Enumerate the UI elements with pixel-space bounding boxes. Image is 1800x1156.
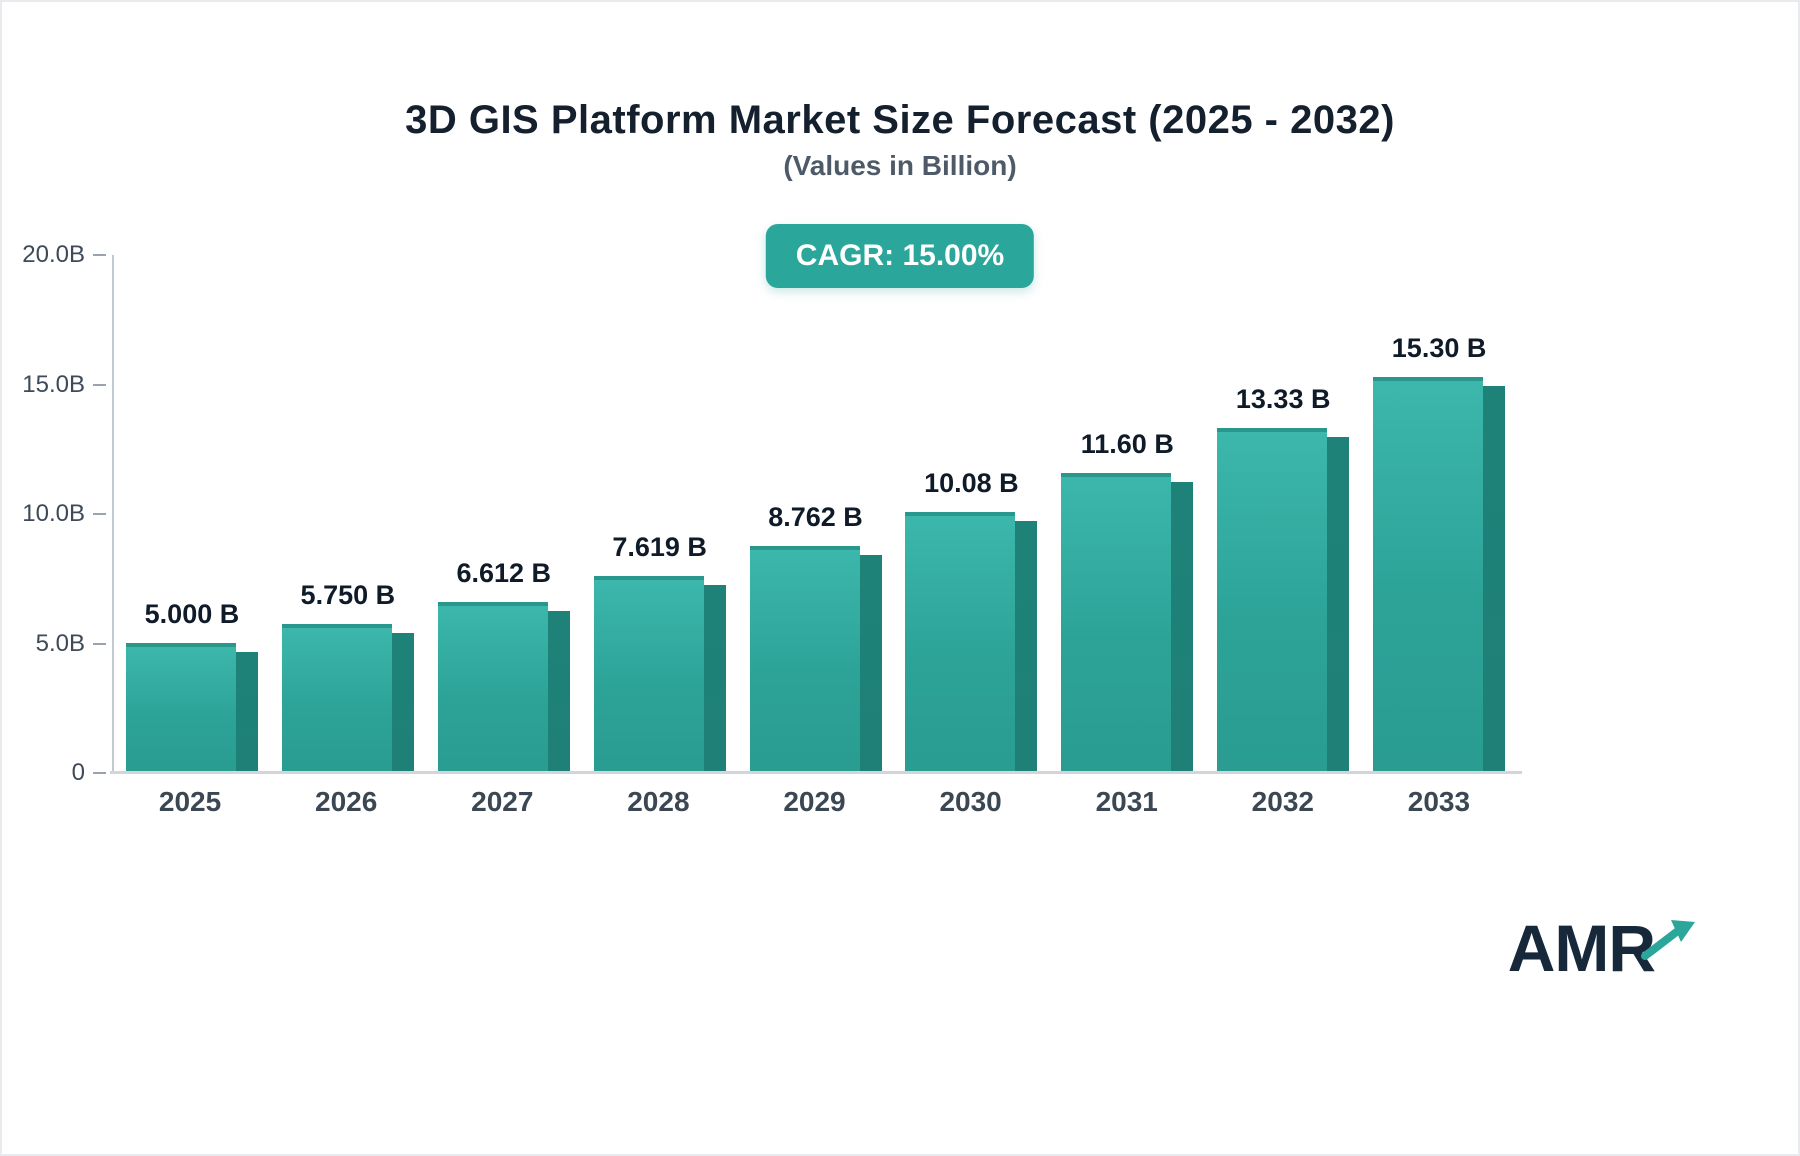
bar bbox=[1061, 473, 1194, 773]
y-tick-label: 20.0B bbox=[22, 241, 85, 268]
bar-front-face bbox=[1061, 473, 1172, 773]
x-axis-label: 2026 bbox=[315, 786, 378, 817]
bar-group: 10.08 B bbox=[893, 468, 1049, 773]
bars-row: 5.000 B 5.750 B 6.612 B 7.619 B 8.762 B 10.08… bbox=[114, 255, 1517, 773]
bar bbox=[281, 624, 414, 773]
x-axis-labels: 2025 2026 2027 2028 2029 2030 2031 2032 2033 bbox=[112, 786, 1517, 818]
bar-value-label: 8.762 B bbox=[768, 502, 863, 532]
y-tick-mark bbox=[93, 642, 106, 645]
bar-value-label: 5.000 B bbox=[144, 599, 240, 629]
amr-logo-text: AMR bbox=[1507, 911, 1656, 985]
x-axis-label: 2032 bbox=[1251, 786, 1314, 817]
x-axis-label: 2025 bbox=[158, 786, 222, 817]
bar-side-face bbox=[1015, 521, 1038, 773]
bar-value-label: 10.08 B bbox=[924, 468, 1019, 498]
bar-group: 13.33 B bbox=[1205, 384, 1361, 773]
y-tick-label: 5.0B bbox=[35, 629, 85, 657]
bar-group: 6.612 B bbox=[426, 558, 582, 773]
bar-value-label: 11.60 B bbox=[1080, 429, 1174, 459]
bar-front-face bbox=[749, 546, 860, 773]
chart-subtitle: (Values in Billion) bbox=[783, 150, 1017, 181]
x-axis-label: 2030 bbox=[939, 786, 1002, 817]
bar bbox=[749, 546, 882, 773]
bar-front-face bbox=[905, 512, 1016, 773]
y-tick-label: 15.0B bbox=[22, 370, 85, 398]
bar-group: 15.30 B bbox=[1361, 333, 1517, 773]
x-axis-label: 2033 bbox=[1407, 786, 1471, 817]
amr-logo: AMR bbox=[1508, 910, 1713, 986]
bar-side-face bbox=[547, 611, 570, 773]
y-axis: 0 5.0B 10.0B 15.0B 20.0B bbox=[2, 241, 112, 786]
bar-side-face bbox=[1171, 482, 1194, 773]
cagr-badge: CAGR: 15.00% bbox=[765, 224, 1035, 288]
x-axis-label: 2028 bbox=[627, 786, 690, 817]
bar-front-face bbox=[125, 643, 236, 773]
y-tick: 5.0B bbox=[2, 629, 112, 657]
bar-side-face bbox=[1483, 386, 1506, 773]
bar-group: 11.60 B bbox=[1049, 429, 1205, 773]
bar bbox=[593, 576, 726, 773]
y-tick-label: 0 bbox=[71, 759, 85, 786]
y-tick-mark bbox=[93, 513, 106, 515]
y-tick-mark bbox=[93, 383, 106, 386]
bar-front-face bbox=[1373, 377, 1484, 773]
y-tick: 20.0B bbox=[2, 241, 112, 268]
bar-group: 7.619 B bbox=[582, 532, 738, 773]
x-axis-label: 2029 bbox=[783, 786, 846, 817]
bar-side-face bbox=[1327, 437, 1350, 773]
y-tick-mark bbox=[93, 772, 106, 774]
bar bbox=[437, 602, 570, 773]
bar-value-label: 5.750 B bbox=[300, 580, 396, 610]
chart-title: 3D GIS Platform Market Size Forecast (20… bbox=[405, 98, 1395, 142]
bar-front-face bbox=[437, 602, 548, 773]
bar-side-face bbox=[703, 585, 726, 773]
bar-group: 8.762 B bbox=[738, 502, 894, 773]
bar bbox=[1217, 428, 1350, 773]
y-tick-label: 10.0B bbox=[22, 500, 85, 527]
y-tick: 15.0B bbox=[2, 370, 112, 398]
bar-front-face bbox=[593, 576, 704, 773]
x-axis-label: 2027 bbox=[471, 786, 534, 817]
bar-side-face bbox=[235, 652, 258, 773]
bar-group: 5.000 B bbox=[114, 599, 270, 773]
bar-side-face bbox=[391, 633, 414, 773]
bar-side-face bbox=[859, 555, 882, 773]
bar-value-label: 15.30 B bbox=[1391, 333, 1487, 363]
bar-value-label: 13.33 B bbox=[1235, 384, 1331, 414]
x-axis-line bbox=[110, 771, 1522, 774]
bar bbox=[1373, 377, 1506, 773]
bar-front-face bbox=[281, 624, 392, 773]
bar-group: 5.750 B bbox=[270, 580, 426, 773]
amr-logo-arrow-icon bbox=[1641, 916, 1699, 969]
y-tick: 10.0B bbox=[2, 500, 112, 527]
bar bbox=[125, 643, 258, 773]
bar-front-face bbox=[1217, 428, 1328, 773]
plot-area: 5.000 B 5.750 B 6.612 B 7.619 B 8.762 B 10.08… bbox=[112, 255, 1517, 773]
bar-value-label: 6.612 B bbox=[456, 558, 552, 588]
y-tick-mark bbox=[93, 254, 106, 256]
bar bbox=[905, 512, 1038, 773]
x-axis-label: 2031 bbox=[1095, 786, 1158, 817]
bar-value-label: 7.619 B bbox=[612, 532, 707, 562]
y-tick: 0 bbox=[2, 759, 112, 786]
